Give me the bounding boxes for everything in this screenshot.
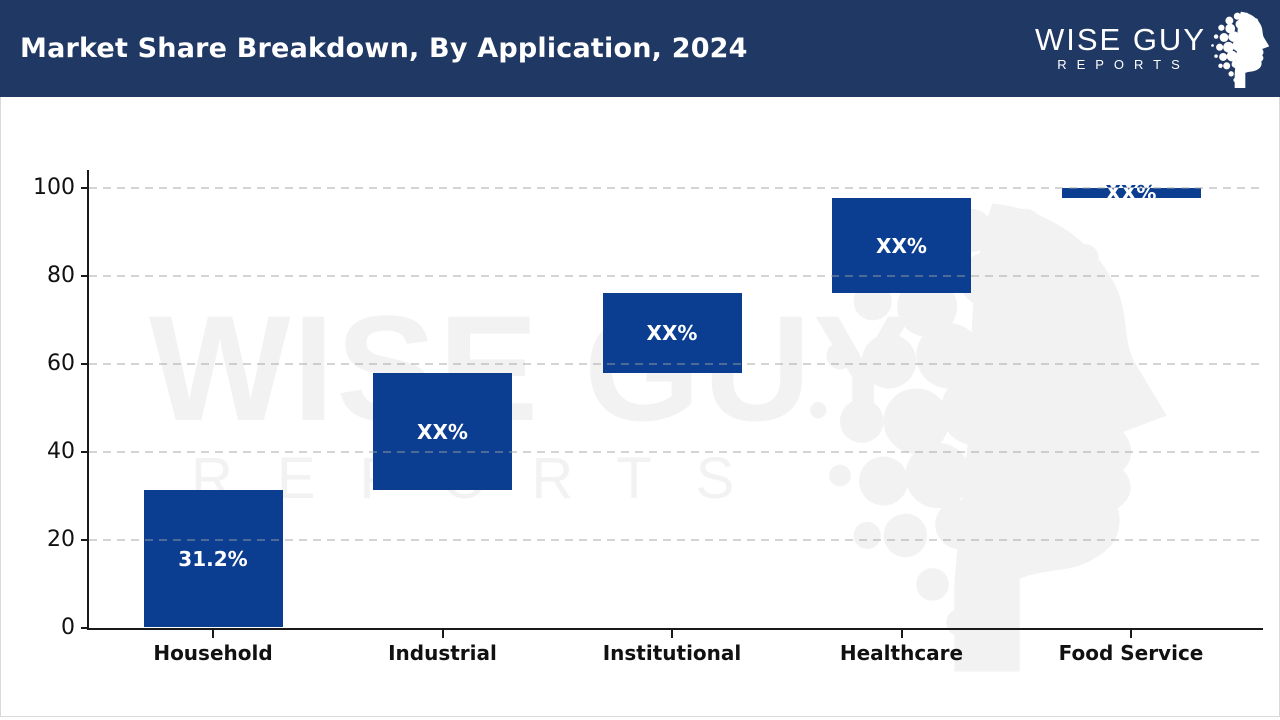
x-tick-mark — [900, 629, 903, 638]
y-tick-label: 80 — [47, 262, 75, 288]
bar — [832, 198, 971, 294]
bar — [373, 373, 512, 491]
x-tick-mark — [212, 629, 214, 638]
y-tick-label: 0 — [61, 614, 75, 640]
y-tick-mark — [81, 538, 89, 541]
category-label: Institutional — [602, 640, 742, 665]
bar — [143, 490, 283, 628]
category-label: Industrial — [388, 640, 497, 665]
x-tick-mark — [1130, 629, 1132, 638]
y-tick-mark — [81, 186, 89, 189]
bar-value-label: XX% — [1062, 181, 1201, 188]
x-tick-mark — [671, 629, 673, 638]
gridline — [89, 274, 1263, 277]
logo-tagline: REPORTS — [1057, 56, 1190, 72]
category-label: Food Service — [1058, 640, 1204, 665]
watermark-wordmark: WISE GUY — [149, 284, 916, 452]
bar-value-label: XX% — [876, 233, 927, 258]
bar-value-label: XX% — [417, 419, 468, 444]
page-title: Market Share Breakdown, By Application, … — [20, 33, 748, 64]
y-tick-label: 20 — [47, 526, 75, 552]
bar-value-label: XX% — [646, 321, 698, 346]
category-label: Healthcare — [839, 640, 964, 665]
gridline — [89, 362, 1263, 365]
wiseguy-logo: WISE GUY REPORTS — [1035, 0, 1272, 97]
y-tick-mark — [81, 362, 89, 365]
y-tick-label: 40 — [47, 438, 75, 464]
logo-text: WISE GUY REPORTS — [1035, 24, 1206, 72]
x-tick-mark — [441, 629, 444, 638]
bar-value-label: 31.2% — [178, 546, 248, 571]
dotted-head-icon — [1211, 11, 1270, 88]
y-tick-label: 100 — [33, 174, 75, 200]
y-tick-mark — [81, 450, 89, 453]
gridline — [89, 450, 1263, 453]
y-axis-line — [87, 170, 89, 630]
bar-value-label: XX% — [1105, 180, 1157, 205]
logo-wordmark: WISE GUY — [1034, 22, 1206, 58]
header-bar: Market Share Breakdown, By Application, … — [0, 0, 1280, 97]
y-tick-label: 60 — [47, 350, 75, 376]
category-label: Household — [153, 640, 273, 665]
gridline — [89, 538, 1263, 541]
y-tick-mark — [81, 274, 89, 277]
y-tick-mark — [81, 626, 89, 629]
chart-canvas: WISE GUY REPORTS 02040608010031.2%XX%XX%… — [0, 97, 1280, 717]
gridline — [89, 186, 1263, 189]
bar — [602, 293, 742, 374]
bar — [1061, 187, 1201, 199]
x-axis-line — [87, 627, 1263, 630]
